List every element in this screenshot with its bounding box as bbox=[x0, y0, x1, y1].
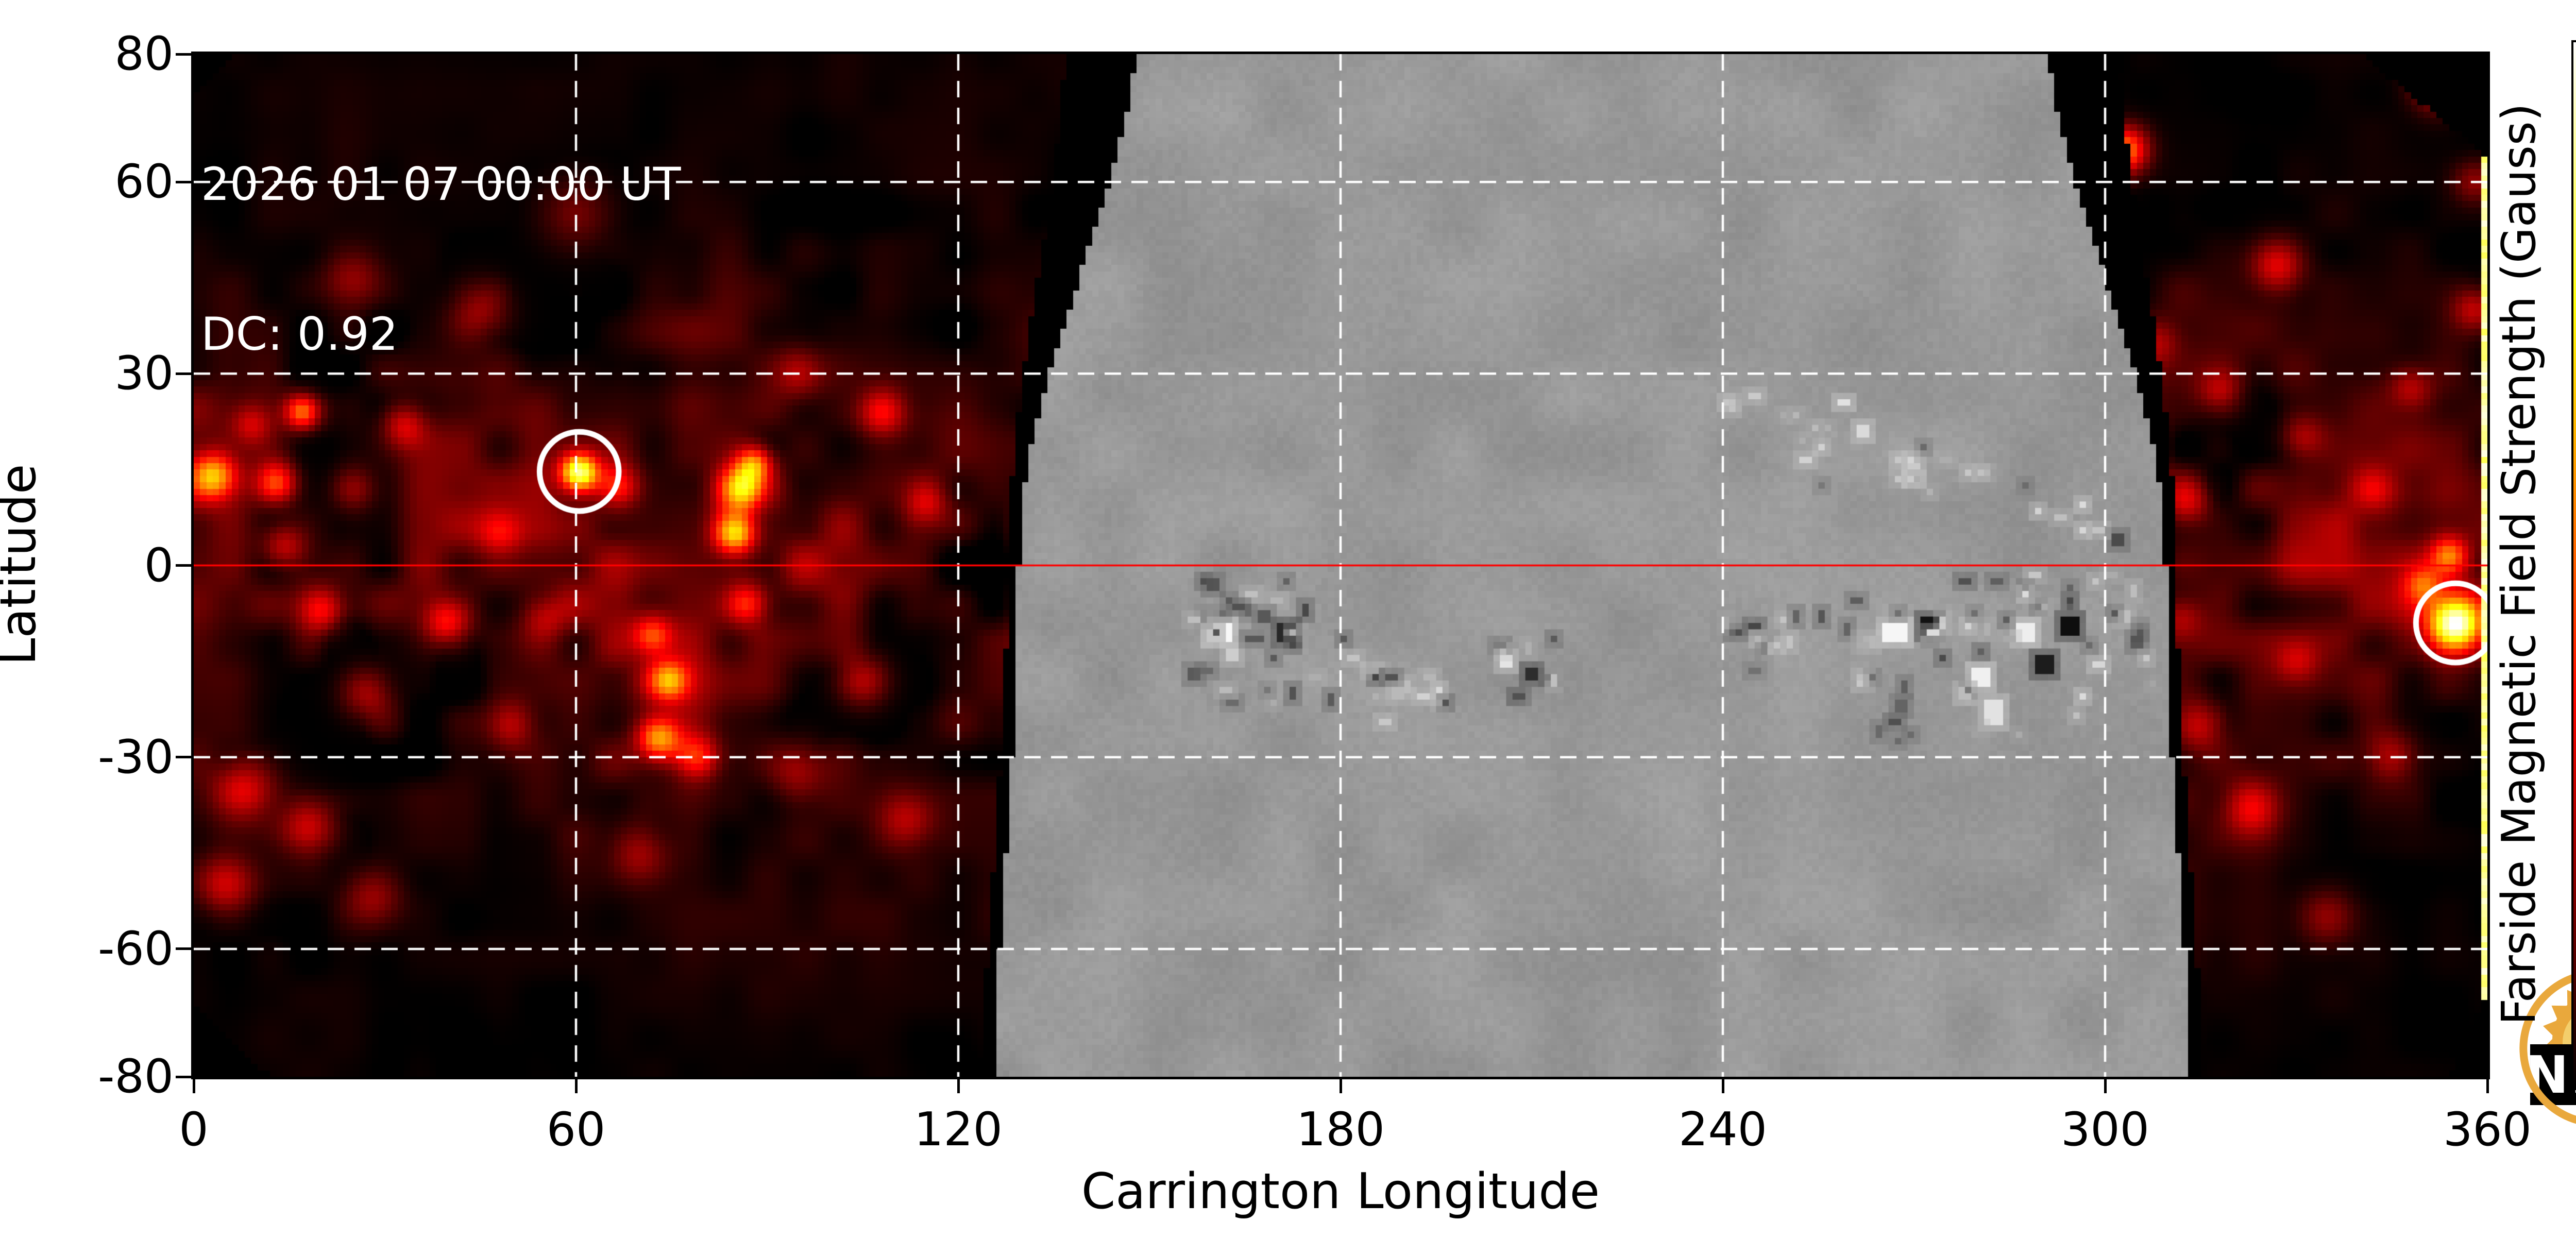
x-tick-mark bbox=[2104, 1079, 2107, 1093]
farside-colorbar-title: Farside Magnetic Field Strength (Gauss) bbox=[2492, 103, 2546, 1025]
y-tick-label: 80 bbox=[114, 27, 174, 81]
plot-area: 2026 01 07 00:00 UT DC: 0.92 NISP NSO IN… bbox=[191, 52, 2576, 1130]
y-tick-label: 0 bbox=[144, 538, 174, 592]
y-tick-mark bbox=[176, 180, 191, 183]
map-canvas bbox=[194, 54, 2487, 1077]
x-tick-label: 0 bbox=[179, 1103, 209, 1157]
x-tick-mark bbox=[957, 1079, 960, 1093]
x-tick-mark bbox=[2486, 1079, 2489, 1093]
logo-wordmark: NISP bbox=[2526, 1045, 2576, 1105]
y-tick-mark bbox=[176, 947, 191, 951]
y-tick-label: -30 bbox=[98, 730, 174, 784]
y-tick-mark bbox=[176, 372, 191, 375]
annotation-dc: DC: 0.92 bbox=[201, 308, 398, 361]
x-tick-label: 180 bbox=[1296, 1103, 1385, 1157]
y-tick-mark bbox=[176, 53, 191, 56]
y-tick-mark bbox=[176, 564, 191, 567]
nisp-logo: NISP NSO INTEGRATED SYNOPTIC PROGRAM bbox=[2505, 956, 2576, 1130]
y-tick-mark bbox=[176, 756, 191, 759]
x-tick-label: 120 bbox=[914, 1103, 1003, 1157]
x-tick-label: 300 bbox=[2061, 1103, 2149, 1157]
y-tick-label: 60 bbox=[114, 155, 174, 209]
logo-ring-icon bbox=[2519, 973, 2576, 1124]
y-tick-label: -80 bbox=[98, 1049, 174, 1104]
y-tick-mark bbox=[176, 1075, 191, 1078]
x-tick-mark bbox=[574, 1079, 578, 1093]
y-tick-label: -60 bbox=[98, 921, 174, 976]
x-tick-label: 240 bbox=[1679, 1103, 1767, 1157]
x-tick-label: 360 bbox=[2443, 1103, 2532, 1157]
x-tick-mark bbox=[1721, 1079, 1724, 1093]
x-tick-mark bbox=[192, 1079, 195, 1093]
annotation-date: 2026 01 07 00:00 UT bbox=[201, 158, 681, 211]
date-annotation: 2026 01 07 00:00 UT DC: 0.92 bbox=[201, 59, 681, 459]
x-tick-mark bbox=[1339, 1079, 1342, 1093]
x-tick-label: 60 bbox=[546, 1103, 606, 1157]
farside-colorbar bbox=[2571, 40, 2576, 1090]
x-axis-title: Carrington Longitude bbox=[1081, 1163, 1600, 1220]
y-tick-label: 30 bbox=[114, 346, 174, 401]
